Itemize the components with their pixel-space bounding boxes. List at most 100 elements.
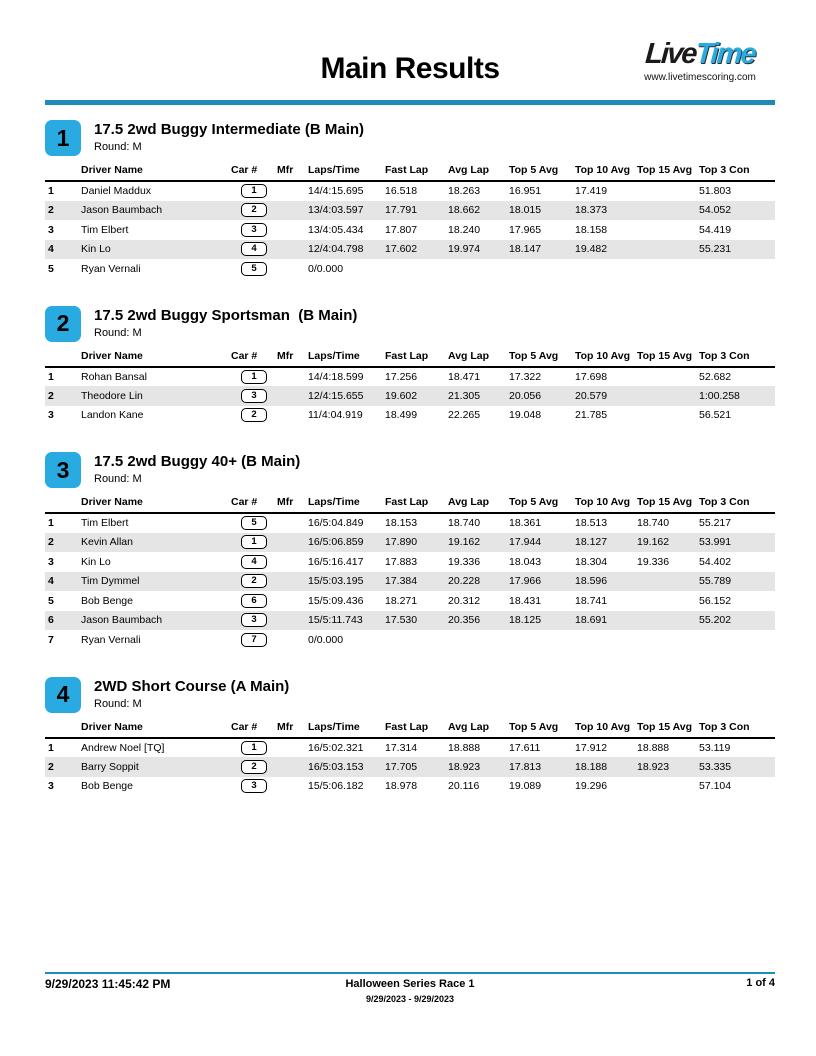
top15-avg-cell	[637, 777, 699, 797]
top5-avg-cell	[509, 630, 575, 650]
top5-avg-cell: 18.147	[509, 243, 542, 256]
avg-lap-cell: 22.265	[448, 409, 481, 422]
mfr-cell	[277, 367, 308, 387]
column-header: Fast Lap	[385, 162, 448, 182]
race-section: 2 17.5 2wd Buggy Sportsman (B Main) Roun…	[45, 305, 775, 426]
table-header-row: Driver Name Car # Mfr Laps/Time Fast Lap Avg …	[45, 162, 775, 182]
car-number-cell: 1	[231, 181, 277, 201]
result-row: 2 Jason Baumbach 2 13/4:03.597 17.791 18.662 1…	[45, 200, 775, 220]
position-column-header	[45, 718, 81, 739]
race-section: 3 17.5 2wd Buggy 40+ (B Main) Round: M D…	[45, 452, 775, 650]
laps-time-cell: 16/5:03.153	[308, 760, 364, 773]
car-number-cell: 4	[231, 240, 277, 260]
column-header: Avg Lap	[448, 347, 509, 368]
fast-lap-cell: 17.314	[385, 741, 418, 754]
results-table: Driver Name Car # Mfr Laps/Time Fast Lap Avg …	[45, 494, 775, 650]
top15-avg-cell: 18.923	[637, 760, 670, 773]
column-header: Top 10 Avg	[575, 494, 637, 514]
mfr-cell	[277, 630, 308, 650]
livetime-logo: LiveTime www.livetimescoring.com	[625, 38, 775, 83]
top15-avg-cell: 19.162	[637, 536, 670, 549]
car-number-badge: 1	[241, 369, 267, 384]
car-number-cell: 1	[231, 533, 277, 553]
car-number-cell: 3	[231, 220, 277, 240]
driver-cell: Theodore Lin	[81, 389, 143, 402]
section-title: 17.5 2wd Buggy 40+ (B Main)	[94, 453, 301, 470]
position-column-header	[45, 494, 81, 514]
pos-cell: 5	[48, 594, 54, 607]
report-footer: 9/29/2023 11:45:42 PM 1 of 4 Halloween S…	[45, 972, 775, 1004]
avg-lap-cell: 21.305	[448, 389, 481, 402]
mfr-cell	[277, 406, 308, 426]
top15-avg-cell	[637, 181, 699, 201]
result-row: 4 Tim Dymmel 2 15/5:03.195 17.384 20.228 17.96…	[45, 571, 775, 591]
table-header-row: Driver Name Car # Mfr Laps/Time Fast Lap Avg …	[45, 494, 775, 514]
column-header: Car #	[231, 347, 277, 368]
column-header: Top 10 Avg	[575, 347, 637, 368]
driver-cell: Tim Dymmel	[81, 575, 140, 588]
table-header-row: Driver Name Car # Mfr Laps/Time Fast Lap Avg …	[45, 347, 775, 368]
top10-avg-cell: 17.912	[575, 741, 608, 754]
laps-time-cell: 13/4:05.434	[308, 223, 364, 236]
car-number-badge: 2	[241, 408, 267, 423]
top3-con-cell: 53.991	[699, 536, 732, 549]
section-round: Round: M	[94, 697, 142, 710]
driver-cell: Ryan Vernali	[81, 633, 141, 646]
column-header: Avg Lap	[448, 718, 509, 739]
column-header: Top 15 Avg	[637, 494, 699, 514]
top15-avg-cell	[637, 630, 699, 650]
laps-time-cell: 15/5:06.182	[308, 780, 364, 793]
section-meta: 17.5 2wd Buggy Sportsman (B Main) Round:…	[94, 306, 357, 339]
top3-con-cell: 55.217	[699, 517, 732, 530]
top15-avg-cell	[637, 611, 699, 631]
car-number-badge: 6	[241, 593, 267, 608]
fast-lap-cell: 17.602	[385, 243, 418, 256]
mfr-cell	[277, 591, 308, 611]
top5-avg-cell: 17.322	[509, 370, 542, 383]
logo-tagline: www.livetimescoring.com	[644, 72, 756, 83]
pos-cell: 2	[48, 760, 54, 773]
column-header: Top 3 Con	[699, 718, 775, 739]
column-header: Mfr	[277, 162, 308, 182]
top3-con-cell	[699, 630, 775, 650]
avg-lap-cell: 20.116	[448, 780, 480, 793]
mfr-cell	[277, 757, 308, 777]
car-number-badge: 5	[241, 261, 267, 276]
results-table: Driver Name Car # Mfr Laps/Time Fast Lap Avg …	[45, 347, 775, 426]
top15-avg-cell	[637, 406, 699, 426]
top3-con-cell: 53.335	[699, 760, 732, 773]
top3-con-cell: 56.152	[699, 594, 732, 607]
pos-cell: 2	[48, 389, 54, 402]
laps-time-cell: 16/5:02.321	[308, 741, 364, 754]
driver-cell: Tim Elbert	[81, 517, 129, 530]
result-row: 6 Jason Baumbach 3 15/5:11.743 17.530 20.356 1…	[45, 610, 775, 631]
column-header: Car #	[231, 494, 277, 514]
race-section: 1 17.5 2wd Buggy Intermediate (B Main) R…	[45, 120, 775, 279]
section-round: Round: M	[94, 473, 142, 486]
fast-lap-cell: 19.602	[385, 389, 418, 402]
column-header: Laps/Time	[308, 494, 385, 514]
column-header: Top 5 Avg	[509, 162, 575, 182]
car-number-cell: 5	[231, 513, 277, 533]
top15-avg-cell: 18.888	[637, 741, 670, 754]
car-number-cell: 7	[231, 630, 277, 650]
pos-cell: 5	[48, 262, 54, 275]
pos-cell: 1	[48, 517, 54, 530]
result-row: 3 Kin Lo 4 16/5:16.417 17.883 19.336 18.043 18.…	[45, 552, 775, 572]
top3-con-cell: 55.202	[699, 614, 732, 627]
driver-cell: Tim Elbert	[81, 223, 129, 236]
car-number-badge: 1	[241, 184, 267, 199]
top15-avg-cell: 18.740	[637, 517, 670, 530]
top10-avg-cell: 17.419	[575, 185, 608, 198]
pos-cell: 7	[48, 633, 54, 646]
top5-avg-cell: 18.431	[509, 594, 542, 607]
top10-avg-cell: 18.596	[575, 575, 608, 588]
pos-cell: 3	[48, 223, 54, 236]
footer-page-number: 1 of 4	[746, 977, 775, 989]
position-column-header	[45, 347, 81, 368]
result-row: 1 Andrew Noel [TQ] 1 16/5:02.321 17.314 18.88…	[45, 738, 775, 758]
fast-lap-cell: 17.791	[385, 204, 418, 217]
result-row: 1 Daniel Maddux 1 14/4:15.695 16.518 18.263 16…	[45, 181, 775, 201]
mfr-cell	[277, 220, 308, 240]
